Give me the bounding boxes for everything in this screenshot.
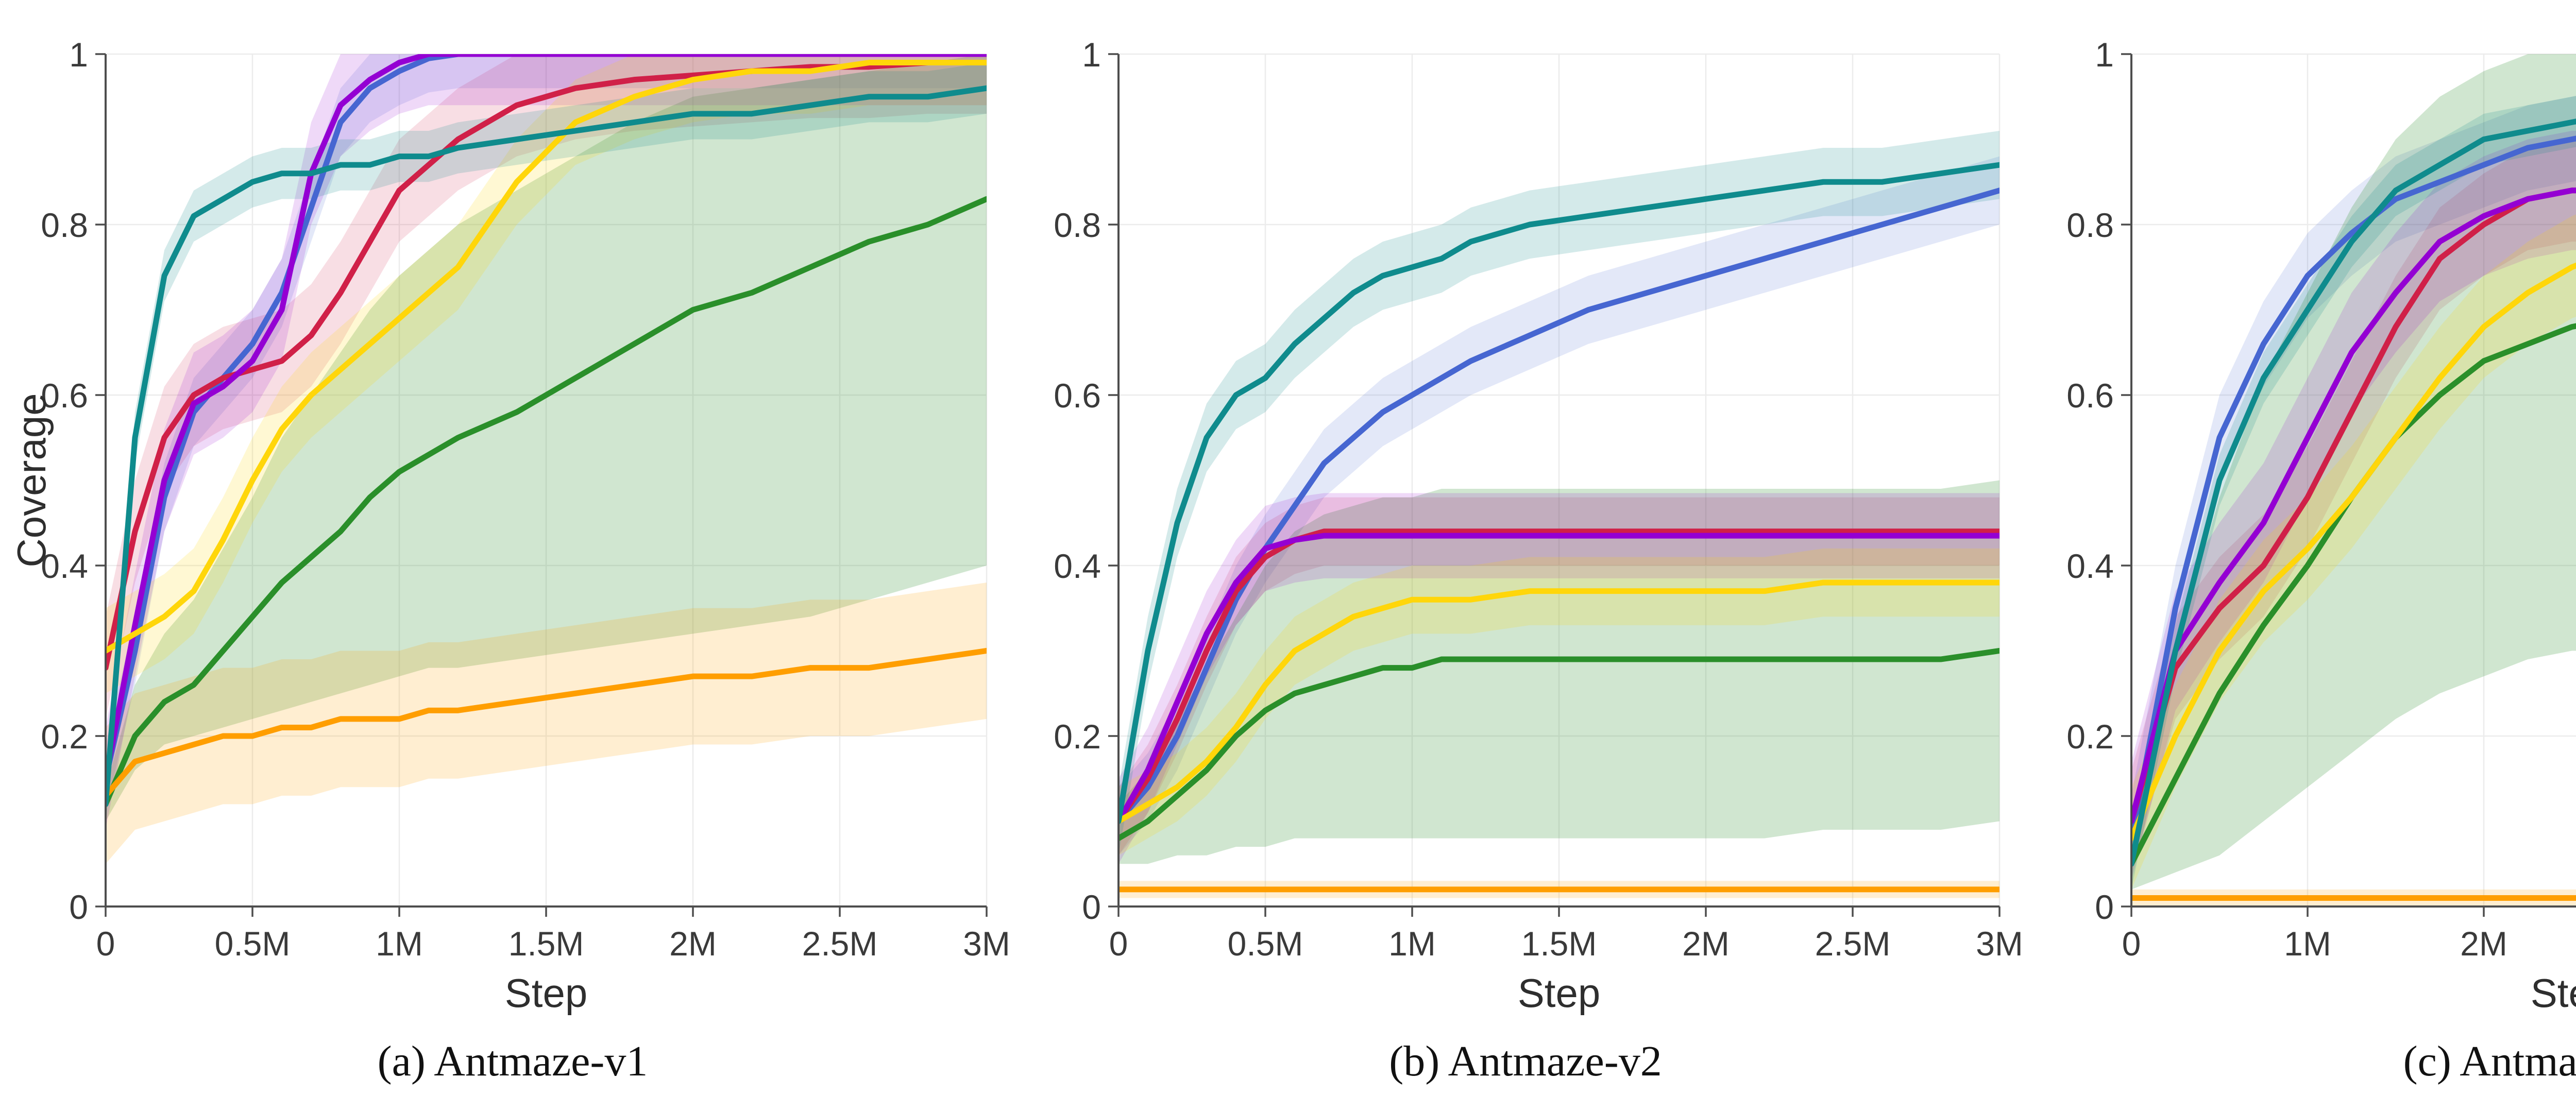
svg-text:0.5M: 0.5M <box>215 925 291 963</box>
series-line-Diffusion-QL <box>2131 323 2576 867</box>
band-Diffusion-QL <box>1118 480 1999 864</box>
chart-antmaze-v1: 0 0.5M 1M 1.5M 2M 2.5M 3M 0 0.2 0.4 0.6 0.8 1 Step Cov… <box>15 26 1010 1086</box>
svg-text:0: 0 <box>69 888 88 926</box>
band-DIPO <box>106 54 987 719</box>
band-RPG <box>1118 130 1999 856</box>
svg-text:0: 0 <box>2095 888 2114 926</box>
svg-text:1: 1 <box>1082 36 1101 74</box>
series-line-Diffusion-QL <box>106 196 987 807</box>
series-lines <box>1118 162 1999 893</box>
series-line-DDiffPG <box>2131 135 2576 842</box>
svg-text:0.2: 0.2 <box>41 717 88 756</box>
axes: 01M2M3M4M5M00.20.40.60.81 <box>2066 36 2576 963</box>
series-lines <box>2131 118 2576 901</box>
series-line-TD3 <box>106 54 987 782</box>
series-line-SAC <box>1118 579 1999 824</box>
chart-caption-c: (c) Antmaze-v4 <box>2403 1037 2576 1085</box>
figure-row: 0 0.5M 1M 1.5M 2M 2.5M 3M 0 0.2 0.4 0.6 0.8 1 Step Cov… <box>15 26 2576 1086</box>
confidence-bands <box>106 54 987 864</box>
svg-text:0: 0 <box>1082 888 1101 926</box>
chart-caption-a: (a) Antmaze-v1 <box>377 1037 648 1085</box>
band-Diffusion-QL <box>2131 54 2576 889</box>
series-line-RPG <box>106 85 987 807</box>
band-Consistency-AC <box>106 583 987 864</box>
series-line-SAC <box>2131 262 2576 842</box>
svg-text:0.8: 0.8 <box>41 206 88 244</box>
svg-text:1: 1 <box>2095 36 2114 74</box>
svg-text:1.5M: 1.5M <box>509 925 584 963</box>
chart-antmaze-v2: 0 0.5M 1M 1.5M 2M 2.5M 3M 0 0.2 0.4 0.6 0.8 1 Step (b… <box>1028 26 2023 1086</box>
svg-text:0.4: 0.4 <box>2066 547 2114 585</box>
band-DDiffPG <box>2131 96 2576 881</box>
band-DIPO <box>2131 139 2576 873</box>
svg-text:0.6: 0.6 <box>1054 377 1101 415</box>
axes: 0 0.5M 1M 1.5M 2M 2.5M 3M 0 0.2 0.4 0.6 0.8 1 <box>1054 36 2023 963</box>
series-line-Diffusion-QL <box>1118 648 1999 842</box>
x-axis-title: Step <box>2531 970 2576 1016</box>
svg-text:0: 0 <box>96 925 115 963</box>
svg-text:0.4: 0.4 <box>1054 547 1101 585</box>
x-axis-title: Step <box>1518 970 1600 1016</box>
confidence-bands <box>1118 130 1999 898</box>
band-TD3 <box>2131 130 2576 881</box>
grid <box>2131 53 2576 906</box>
svg-text:0.8: 0.8 <box>2066 206 2114 244</box>
confidence-bands <box>2131 54 2576 906</box>
series-line-DIPO <box>2131 187 2576 824</box>
svg-text:0.6: 0.6 <box>2066 377 2114 415</box>
svg-text:2M: 2M <box>669 925 717 963</box>
band-RPG <box>2131 96 2576 889</box>
chart-caption-b: (b) Antmaze-v2 <box>1389 1037 1662 1085</box>
axes: 0 0.5M 1M 1.5M 2M 2.5M 3M 0 0.2 0.4 0.6 0.8 1 <box>41 36 1010 963</box>
series-line-RPG <box>2131 118 2576 867</box>
line-chart-antmaze-v1: 0 0.5M 1M 1.5M 2M 2.5M 3M 0 0.2 0.4 0.6 0.8 1 Step Cov… <box>15 36 1010 1016</box>
svg-text:1.5M: 1.5M <box>1521 925 1597 963</box>
series-line-DIPO <box>1118 528 1999 824</box>
svg-text:0.2: 0.2 <box>2066 717 2114 756</box>
series-line-SAC <box>106 60 987 654</box>
svg-text:0.8: 0.8 <box>1054 206 1101 244</box>
svg-text:0: 0 <box>1109 925 1128 963</box>
svg-text:1: 1 <box>69 36 88 74</box>
svg-text:0.4: 0.4 <box>41 547 88 585</box>
series-line-Consistency-AC <box>106 648 987 799</box>
series-line-DDiffPG <box>1118 187 1999 824</box>
svg-text:1M: 1M <box>1388 925 1436 963</box>
svg-text:2M: 2M <box>1682 925 1730 963</box>
x-axis-title: Step <box>505 970 587 1016</box>
svg-text:2.5M: 2.5M <box>1815 925 1891 963</box>
svg-text:3M: 3M <box>963 925 1010 963</box>
svg-text:1M: 1M <box>376 925 423 963</box>
svg-text:0: 0 <box>2122 925 2141 963</box>
svg-text:2M: 2M <box>2460 925 2507 963</box>
series-lines <box>106 54 987 807</box>
svg-text:2.5M: 2.5M <box>802 925 878 963</box>
band-SAC <box>106 54 987 694</box>
svg-text:0.6: 0.6 <box>41 377 88 415</box>
svg-text:3M: 3M <box>1976 925 2023 963</box>
svg-text:0.2: 0.2 <box>1054 717 1101 756</box>
band-SAC <box>2131 214 2576 889</box>
band-Diffusion-QL <box>106 54 987 822</box>
series-line-RPG <box>1118 162 1999 824</box>
series-line-TD3 <box>1118 533 1999 824</box>
series-line-TD3 <box>2131 187 2576 824</box>
y-axis-title: Coverage <box>15 393 54 567</box>
svg-text:0.5M: 0.5M <box>1228 925 1303 963</box>
line-chart-antmaze-v2: 0 0.5M 1M 1.5M 2M 2.5M 3M 0 0.2 0.4 0.6 0.8 1 Step <box>1054 36 2023 1016</box>
svg-text:1M: 1M <box>2284 925 2331 963</box>
